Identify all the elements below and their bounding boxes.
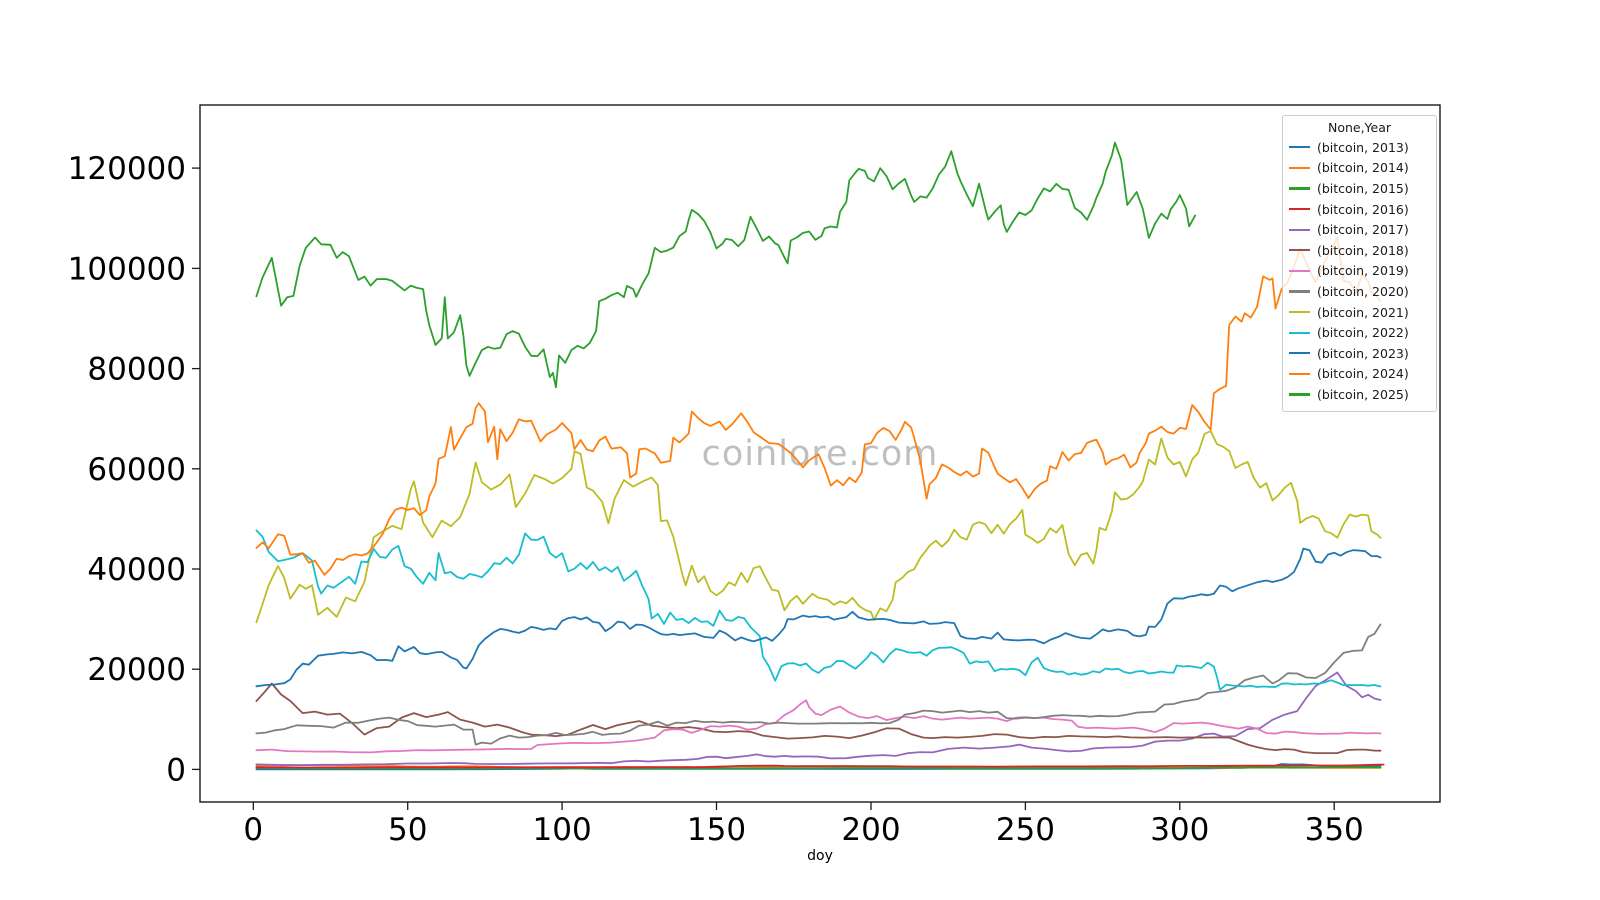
legend-swatch-2017: [1289, 228, 1310, 231]
legend-entry-2020: (bitcoin, 2020): [1289, 281, 1430, 302]
y-tick-label: 120000: [68, 151, 186, 187]
legend-entry-2018: (bitcoin, 2018): [1289, 240, 1430, 261]
series-line-2022: [255, 529, 1382, 691]
legend-label-2015: (bitcoin, 2015): [1317, 180, 1409, 196]
legend-swatch-2014: [1289, 166, 1310, 169]
x-tick-label: 250: [996, 812, 1055, 848]
legend-label-2020: (bitcoin, 2020): [1317, 283, 1409, 299]
y-tick-label: 60000: [87, 452, 186, 488]
legend-label-2018: (bitcoin, 2018): [1317, 242, 1409, 258]
series-line-2025: [255, 141, 1197, 389]
legend-swatch-2025: [1289, 393, 1310, 396]
legend-entry-2015: (bitcoin, 2015): [1289, 178, 1430, 199]
legend-label-2021: (bitcoin, 2021): [1317, 304, 1409, 320]
legend-entry-2021: (bitcoin, 2021): [1289, 302, 1430, 323]
x-axis-ticks: 0 50 100 150 200 250 300 350: [243, 802, 1364, 848]
x-tick-label: 150: [687, 812, 746, 848]
legend-entry-2022: (bitcoin, 2022): [1289, 322, 1430, 343]
series-line-2024: [255, 236, 1382, 576]
series-line-2016: [255, 763, 1385, 769]
legend-entry-2023: (bitcoin, 2023): [1289, 343, 1430, 364]
legend-entry-2016: (bitcoin, 2016): [1289, 199, 1430, 220]
legend-swatch-2019: [1289, 269, 1310, 272]
watermark-text: coinlore.com: [702, 434, 939, 474]
series-line-2019: [255, 699, 1382, 754]
series-lines: [255, 141, 1385, 771]
plot-border: [199, 104, 1441, 803]
series-line-2017: [255, 671, 1382, 767]
series-line-2023: [255, 547, 1382, 688]
legend-swatch-2013: [1289, 146, 1310, 149]
legend-swatch-2015: [1289, 187, 1310, 190]
x-axis-label: doy: [807, 848, 833, 864]
legend-entry-2025: (bitcoin, 2025): [1289, 384, 1430, 405]
x-tick-label: 300: [1150, 812, 1209, 848]
legend-label-2019: (bitcoin, 2019): [1317, 263, 1409, 279]
legend-label-2022: (bitcoin, 2022): [1317, 325, 1409, 341]
series-line-2015: [255, 766, 1382, 770]
legend-label-2024: (bitcoin, 2024): [1317, 366, 1409, 382]
legend-swatch-2024: [1289, 372, 1310, 375]
y-axis-ticks: 0 20000 40000 60000 80000 100000 120000: [68, 151, 200, 788]
legend-entry-2014: (bitcoin, 2014): [1289, 158, 1430, 179]
y-tick-label: 100000: [68, 251, 186, 287]
legend-label-2016: (bitcoin, 2016): [1317, 201, 1409, 217]
legend-swatch-2023: [1289, 352, 1310, 355]
legend-swatch-2016: [1289, 207, 1310, 211]
series-line-2018: [255, 682, 1382, 754]
x-tick-label: 0: [243, 812, 263, 848]
x-tick-label: 350: [1305, 812, 1364, 848]
legend-label-2023: (bitcoin, 2023): [1317, 345, 1409, 361]
series-line-2021: [255, 430, 1382, 624]
series-line-2020: [255, 623, 1382, 746]
y-tick-label: 80000: [87, 352, 186, 388]
legend-label-2014: (bitcoin, 2014): [1317, 160, 1409, 176]
x-tick-label: 50: [388, 812, 427, 848]
legend-entry-2017: (bitcoin, 2017): [1289, 219, 1430, 240]
legend-entry-2013: (bitcoin, 2013): [1289, 137, 1430, 158]
legend-box: None,Year (bitcoin, 2013) (bitcoin, 2014)…: [1282, 115, 1437, 412]
legend-label-2017: (bitcoin, 2017): [1317, 222, 1409, 238]
legend-swatch-2018: [1289, 249, 1310, 252]
y-tick-label: 20000: [87, 652, 186, 688]
legend-entry-2019: (bitcoin, 2019): [1289, 261, 1430, 282]
y-tick-label: 0: [166, 752, 186, 788]
legend-title: None,Year: [1327, 120, 1392, 135]
x-tick-label: 100: [533, 812, 592, 848]
legend-swatch-2021: [1289, 310, 1310, 314]
legend-label-2025: (bitcoin, 2025): [1317, 386, 1409, 402]
legend-entry-2024: (bitcoin, 2024): [1289, 364, 1430, 385]
legend-swatch-2020: [1289, 290, 1310, 293]
legend-entries: (bitcoin, 2013) (bitcoin, 2014) (bitcoin, …: [1289, 137, 1430, 405]
legend-label-2013: (bitcoin, 2013): [1317, 139, 1409, 155]
legend-swatch-2022: [1289, 331, 1310, 334]
y-tick-label: 40000: [87, 552, 186, 588]
x-tick-label: 200: [841, 812, 900, 848]
